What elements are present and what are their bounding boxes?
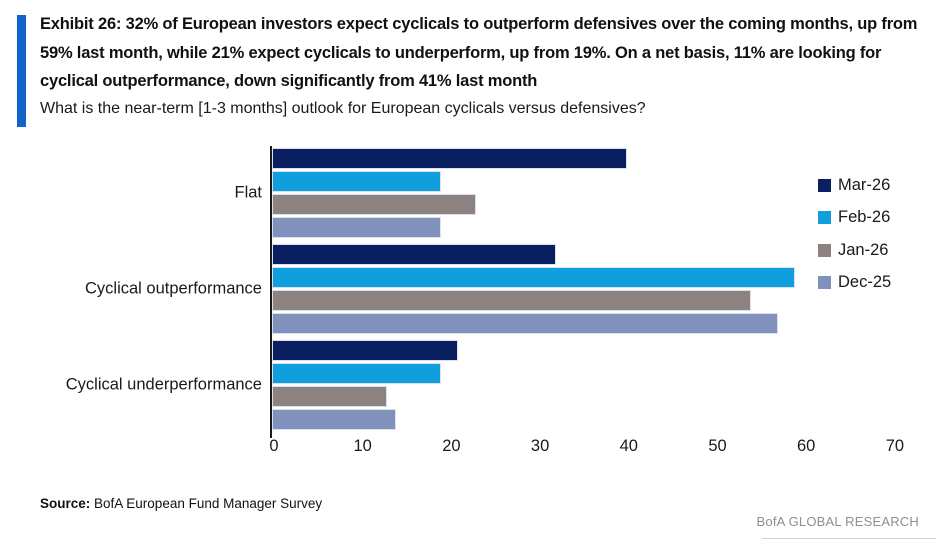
bar-mar-26-flat bbox=[272, 148, 627, 169]
bar-feb-26-cyclical-outperformance bbox=[272, 267, 795, 288]
x-tick-label-0: 0 bbox=[269, 437, 279, 455]
bar-chart: Flat Cyclical outperformance Cyclical unde… bbox=[0, 145, 936, 465]
exhibit-title: Exhibit 26: 32% of European investors ex… bbox=[40, 15, 918, 90]
bar-dec-25-cyclical-outperformance bbox=[272, 313, 778, 334]
legend-item-jan-26: Jan-26 bbox=[818, 234, 891, 267]
legend-label-jan-26: Jan-26 bbox=[838, 240, 889, 259]
brand-rule bbox=[762, 538, 936, 539]
bar-jan-26-cyclical-underperformance bbox=[272, 386, 387, 407]
x-tick-label-50: 50 bbox=[708, 437, 727, 455]
source-note: Source: BofA European Fund Manager Surve… bbox=[40, 496, 322, 511]
legend-swatch-dec-25 bbox=[818, 276, 831, 290]
exhibit-subtitle: What is the near-term [1-3 months] outlo… bbox=[40, 99, 646, 117]
source-label: Source: bbox=[40, 496, 91, 511]
legend-item-feb-26: Feb-26 bbox=[818, 202, 891, 235]
bar-dec-25-cyclical-underperformance bbox=[272, 409, 396, 430]
brand-note: BofA GLOBAL RESEARCH bbox=[756, 514, 919, 529]
source-text: BofA European Fund Manager Survey bbox=[90, 496, 323, 511]
category-label-flat: Flat bbox=[234, 183, 262, 202]
x-tick-label-20: 20 bbox=[442, 437, 461, 455]
legend: Mar-26 Feb-26 Jan-26 Dec-25 bbox=[818, 169, 891, 299]
legend-swatch-mar-26 bbox=[818, 178, 831, 192]
x-tick-label-70: 70 bbox=[885, 437, 905, 455]
bar-jan-26-cyclical-outperformance bbox=[272, 290, 751, 311]
bar-mar-26-cyclical-outperformance bbox=[272, 244, 556, 265]
y-axis-line bbox=[270, 146, 272, 438]
x-tick-label-40: 40 bbox=[619, 437, 638, 455]
header: Exhibit 26: 32% of European investors ex… bbox=[40, 10, 922, 122]
title-accent-bar bbox=[17, 15, 26, 127]
bar-mar-26-cyclical-underperformance bbox=[272, 340, 458, 361]
x-tick-label-10: 10 bbox=[353, 437, 372, 455]
x-tick-label-60: 60 bbox=[797, 437, 816, 455]
legend-label-dec-25: Dec-25 bbox=[838, 273, 892, 292]
x-tick-label-30: 30 bbox=[530, 437, 550, 455]
legend-label-mar-26: Mar-26 bbox=[838, 175, 891, 194]
category-label-cyclical-underperformance: Cyclical underperformance bbox=[65, 375, 262, 394]
legend-swatch-jan-26 bbox=[818, 243, 831, 257]
bar-feb-26-cyclical-underperformance bbox=[272, 363, 441, 384]
bar-feb-26-flat bbox=[272, 171, 441, 192]
legend-item-dec-25: Dec-25 bbox=[818, 267, 891, 300]
legend-swatch-feb-26 bbox=[818, 211, 831, 225]
legend-item-mar-26: Mar-26 bbox=[818, 169, 891, 202]
bar-jan-26-flat bbox=[272, 194, 476, 215]
bar-dec-25-flat bbox=[272, 217, 441, 238]
category-label-cyclical-outperformance: Cyclical outperformance bbox=[85, 279, 262, 298]
legend-label-feb-26: Feb-26 bbox=[838, 208, 891, 227]
